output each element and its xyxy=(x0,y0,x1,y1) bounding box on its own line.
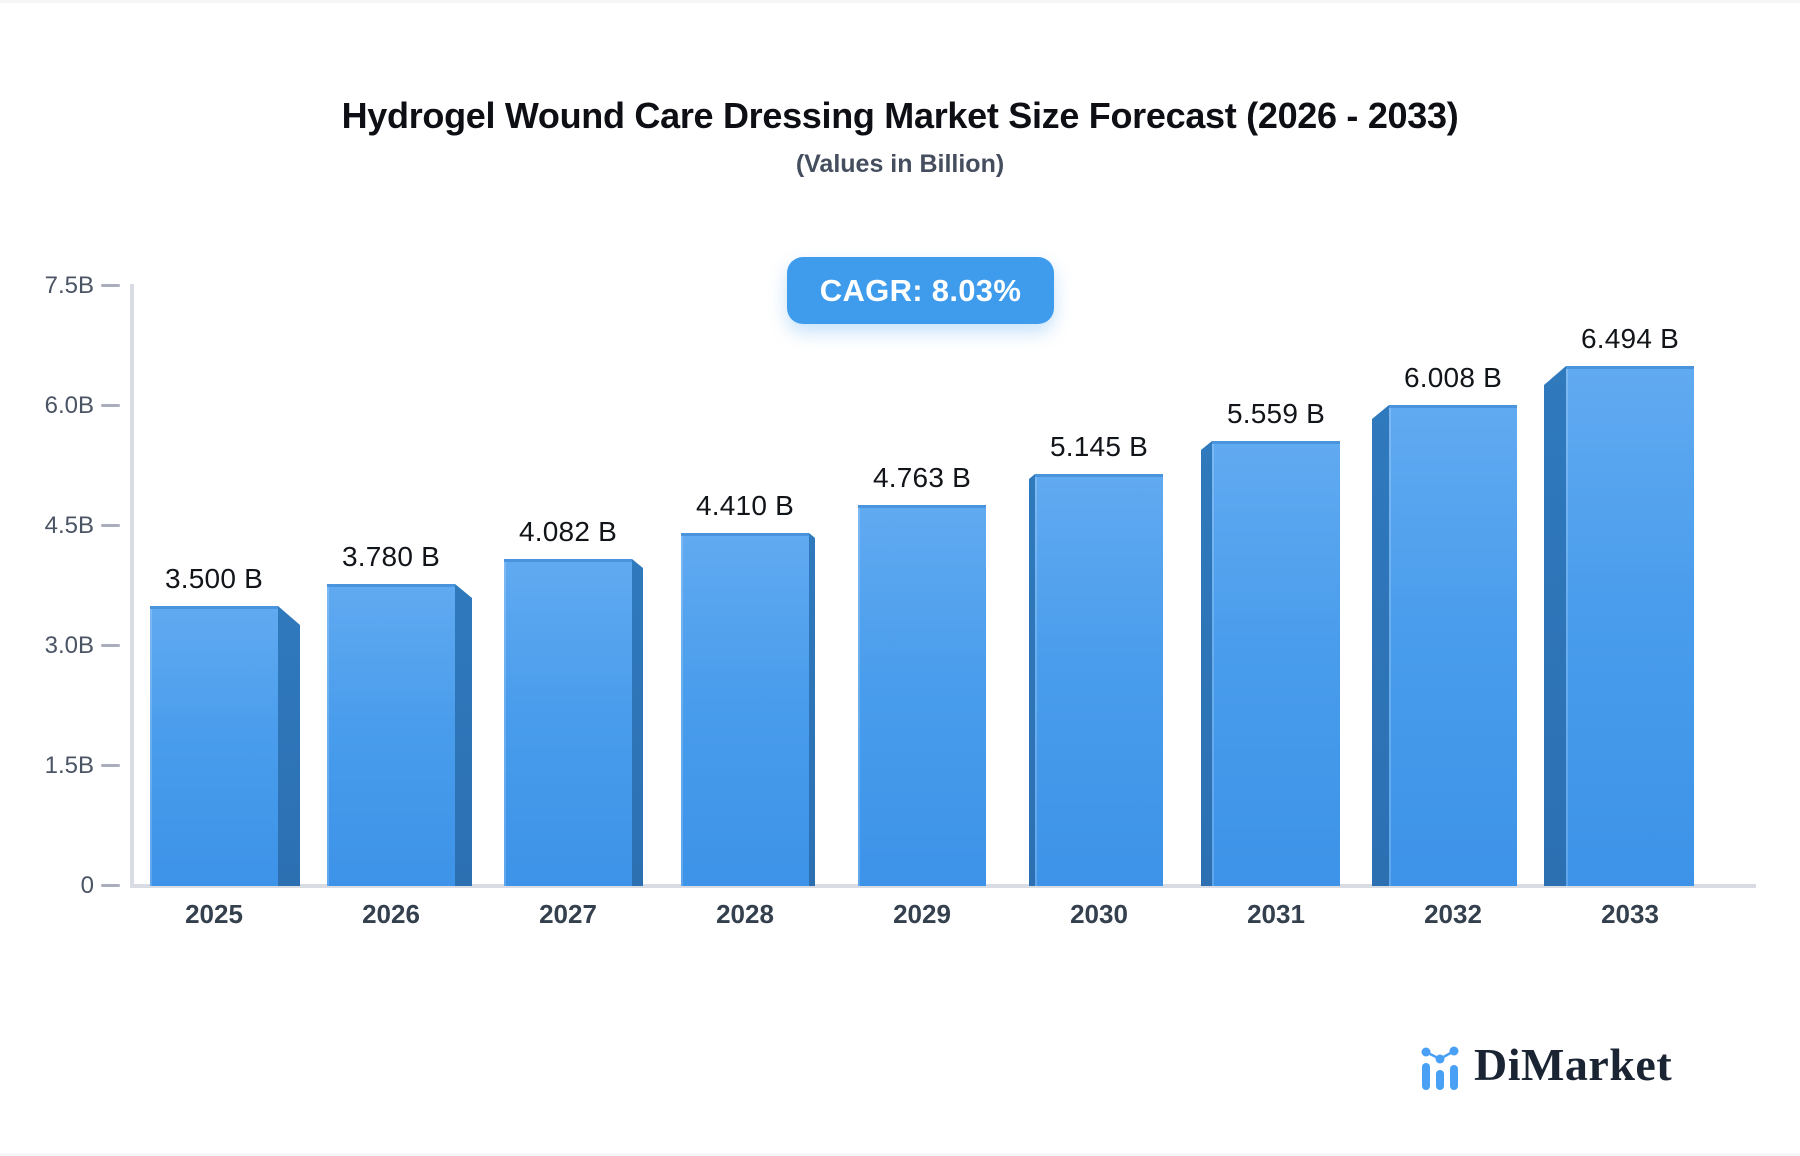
y-axis-tick xyxy=(101,404,120,407)
bar-3d-side xyxy=(278,606,300,886)
bar-2031 xyxy=(1212,441,1340,886)
x-axis-line xyxy=(130,884,1756,888)
cagr-badge-label: CAGR: 8.03% xyxy=(819,272,1022,308)
bar-2027 xyxy=(504,559,632,886)
bar-3d-side xyxy=(1544,366,1566,886)
y-axis-tick-label: 4.5B xyxy=(44,512,94,539)
bar-2028 xyxy=(681,533,809,886)
brand-logo: DiMarket xyxy=(1420,1040,1672,1090)
mini-bar-chart-logo-icon xyxy=(1421,1046,1459,1090)
x-axis-label-2029: 2029 xyxy=(893,899,951,929)
frame-edge-top xyxy=(0,0,1800,3)
y-axis-tick-label: 7.5B xyxy=(44,272,94,299)
bar-2032 xyxy=(1389,405,1517,886)
y-axis-tick-label: 1.5B xyxy=(44,752,94,779)
bar-value-label: 4.763 B xyxy=(873,462,971,493)
bar-value-label: 5.559 B xyxy=(1227,398,1325,429)
x-axis-label-2030: 2030 xyxy=(1070,899,1128,929)
x-axis-label-2028: 2028 xyxy=(716,899,774,929)
chart-subtitle: (Values in Billion) xyxy=(795,150,1005,178)
x-axis-label-2025: 2025 xyxy=(185,899,243,929)
x-axis-label-2031: 2031 xyxy=(1247,899,1305,929)
cagr-badge: CAGR: 8.03% xyxy=(787,257,1054,324)
y-axis-tick-label: 6.0B xyxy=(44,392,94,419)
x-axis-label-2026: 2026 xyxy=(362,899,420,929)
bar-value-label: 4.082 B xyxy=(519,516,617,547)
bar-value-label: 3.780 B xyxy=(342,541,440,572)
frame-edge-bottom xyxy=(0,1153,1800,1156)
bar-value-label: 6.494 B xyxy=(1581,323,1679,354)
y-axis-tick xyxy=(101,644,120,647)
y-axis-line xyxy=(130,284,134,888)
bar-value-label: 5.145 B xyxy=(1050,431,1148,462)
bar-2030 xyxy=(1035,474,1163,886)
chart-title: Hydrogel Wound Care Dressing Market Size… xyxy=(341,95,1459,136)
bar-3d-side xyxy=(809,533,815,886)
bar-2026 xyxy=(327,584,455,886)
y-axis-tick-label: 0 xyxy=(80,872,94,899)
y-axis-tick xyxy=(101,884,120,887)
brand-name: DiMarket xyxy=(1474,1039,1673,1090)
y-axis-tick xyxy=(101,764,120,767)
x-axis-label-2032: 2032 xyxy=(1424,899,1482,929)
bar-3d-side xyxy=(1372,405,1389,886)
bar-3d-side xyxy=(1201,441,1212,886)
bar-3d-side xyxy=(455,584,472,886)
bar-value-label: 3.500 B xyxy=(165,563,263,594)
x-axis-label-2027: 2027 xyxy=(539,899,597,929)
x-axis-label-2033: 2033 xyxy=(1601,899,1659,929)
bar-3d-side xyxy=(632,559,643,886)
bar-2033 xyxy=(1566,366,1694,886)
y-axis-tick-label: 3.0B xyxy=(44,632,94,659)
bar-3d-side xyxy=(1029,474,1035,886)
bar-value-label: 6.008 B xyxy=(1404,362,1502,393)
bar-value-label: 4.410 B xyxy=(696,490,794,521)
bar-2029 xyxy=(858,505,986,886)
y-axis-tick xyxy=(101,524,120,527)
bar-2025 xyxy=(150,606,278,886)
y-axis-tick xyxy=(101,284,120,287)
